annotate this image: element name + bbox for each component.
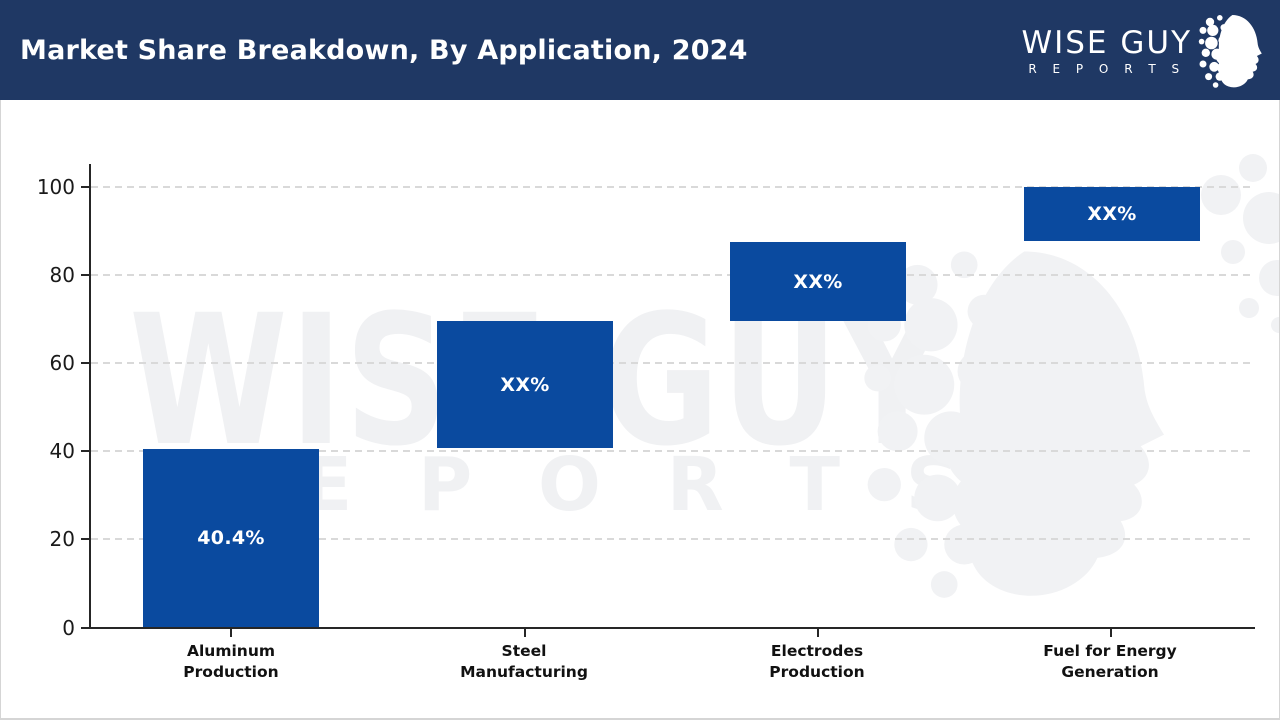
page-title: Market Share Breakdown, By Application, …	[20, 34, 748, 66]
brand-logo: WISE GUY R E P O R T S	[1021, 8, 1266, 92]
y-tick-label-80: 80	[49, 263, 75, 287]
x-label-line: Electrodes	[770, 642, 864, 660]
x-label-line: Steel	[501, 642, 547, 660]
x-label-line: Production	[183, 663, 279, 681]
x-label-steel-manufacturing: Steel Manufacturing	[414, 641, 634, 683]
header-bar: Market Share Breakdown, By Application, …	[0, 0, 1280, 100]
y-tick-label-20: 20	[49, 527, 75, 551]
x-tick-steel	[524, 629, 526, 637]
x-axis	[88, 627, 1255, 629]
bar-label-fuel: XX%	[1087, 203, 1137, 225]
bar-label-steel: XX%	[500, 373, 550, 396]
chart-canvas: WISE GUY R E P O R T S	[0, 100, 1280, 720]
y-tick-20	[81, 538, 89, 540]
y-axis	[89, 164, 91, 629]
y-tick-label-0: 0	[62, 616, 75, 640]
dotted-head-logo-icon	[1196, 8, 1266, 92]
x-tick-aluminum	[230, 629, 232, 637]
y-tick-0	[81, 627, 89, 629]
bar-fuel-energy-generation: XX%	[1024, 187, 1200, 241]
gridline-60	[91, 362, 1255, 364]
x-label-line: Production	[769, 663, 865, 681]
x-label-aluminum-production: Aluminum Production	[121, 641, 341, 683]
y-tick-80	[81, 274, 89, 276]
x-label-line: Fuel for Energy	[1043, 642, 1177, 660]
y-tick-40	[81, 450, 89, 452]
y-tick-100	[81, 186, 89, 188]
bar-aluminum-production: 40.4%	[143, 449, 319, 627]
x-label-line: Aluminum	[186, 642, 276, 660]
x-label-line: Generation	[1061, 663, 1159, 681]
bar-label-electrodes: XX%	[793, 270, 843, 293]
bar-label-aluminum: 40.4%	[197, 527, 265, 549]
brand-name: WISE GUY	[1021, 24, 1192, 61]
gridline-20	[91, 538, 1255, 540]
x-label-line: Manufacturing	[460, 663, 588, 681]
gridline-100	[91, 186, 1255, 188]
x-label-electrodes-production: Electrodes Production	[707, 641, 927, 683]
y-tick-60	[81, 362, 89, 364]
bar-steel-manufacturing: XX%	[437, 321, 613, 448]
watermark-corner-dots	[1191, 140, 1279, 364]
bar-electrodes-production: XX%	[730, 242, 906, 321]
brand-logo-text: WISE GUY R E P O R T S	[1021, 25, 1192, 76]
y-tick-label-100: 100	[36, 175, 75, 199]
x-tick-electrodes	[817, 629, 819, 637]
y-tick-label-40: 40	[49, 439, 75, 463]
gridline-40	[91, 450, 1255, 452]
gridline-80	[91, 274, 1255, 276]
x-label-fuel-energy-generation: Fuel for Energy Generation	[1000, 641, 1220, 683]
brand-subname: R E P O R T S	[1028, 61, 1186, 76]
x-tick-fuel	[1110, 629, 1112, 637]
y-tick-label-60: 60	[49, 351, 75, 375]
